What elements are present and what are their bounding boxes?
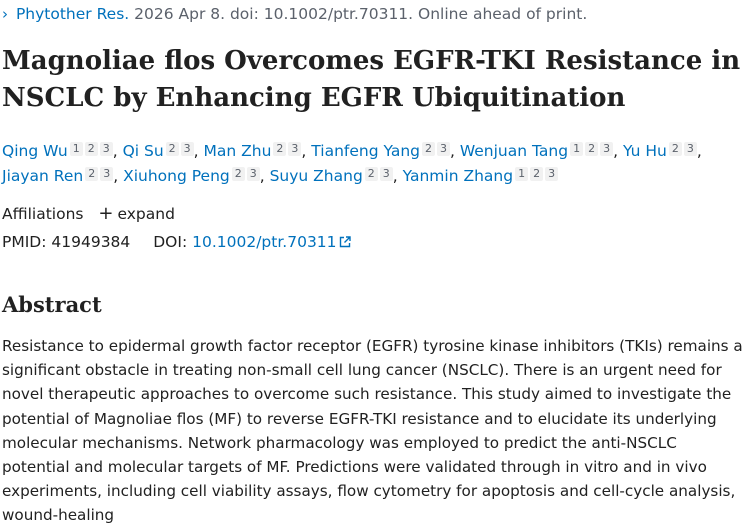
author-separator: , [112, 142, 123, 160]
doi-link[interactable]: 10.1002/ptr.70311 [192, 232, 351, 254]
affiliation-badge[interactable]: 2 [273, 142, 287, 156]
affiliation-badge[interactable]: 2 [585, 142, 599, 156]
affiliations-label: Affiliations [2, 205, 84, 223]
affiliation-badge[interactable]: 3 [683, 142, 697, 156]
affiliation-badge[interactable]: 3 [100, 167, 114, 181]
author-name[interactable]: Suyu Zhang [269, 167, 363, 185]
article-title: Magnoliae flos Overcomes EGFR-TKI Resist… [2, 46, 741, 113]
author-separator: , [613, 142, 623, 160]
author-separator: , [259, 167, 270, 185]
author-item: Suyu Zhang 2 3 [270, 167, 393, 185]
author-item: Man Zhu 2 3 [204, 142, 302, 160]
author-item: Yu Hu 2 3 [623, 142, 697, 160]
affiliation-badge[interactable]: 3 [600, 142, 614, 156]
affiliation-badge[interactable]: 3 [288, 142, 302, 156]
author-separator: , [301, 142, 312, 160]
author-item: Xiuhong Peng 2 3 [123, 167, 260, 185]
affiliation-badge[interactable]: 3 [436, 142, 450, 156]
plus-icon: + [98, 203, 114, 224]
affiliations-row: Affiliations + expand [2, 203, 175, 225]
author-separator: , [696, 142, 702, 160]
author-name[interactable]: Yanmin Zhang [402, 167, 514, 185]
author-separator: , [193, 142, 204, 160]
author-name[interactable]: Qi Su [122, 142, 164, 160]
affiliation-badge[interactable]: 2 [364, 167, 378, 181]
affiliation-badge[interactable]: 1 [515, 167, 529, 181]
journal-link[interactable]: Phytother Res. [15, 5, 130, 23]
affiliation-badge[interactable]: 3 [379, 167, 393, 181]
affiliation-badge[interactable]: 1 [69, 142, 83, 156]
author-item: Qi Su 2 3 [123, 142, 194, 160]
author-name[interactable]: Tianfeng Yang [311, 142, 420, 160]
affiliation-badge[interactable]: 2 [421, 142, 435, 156]
author-separator: , [113, 167, 124, 185]
author-separator: , [392, 167, 403, 185]
author-name[interactable]: Wenjuan Tang [459, 142, 569, 160]
affiliation-badge[interactable]: 2 [84, 142, 98, 156]
identifiers-row: PMID: 41949384 DOI: 10.1002/ptr.70311 [2, 231, 351, 254]
expand-label: expand [117, 205, 175, 223]
affiliation-badge[interactable]: 2 [85, 167, 99, 181]
author-item: Tianfeng Yang 2 3 [311, 142, 450, 160]
affiliation-badge[interactable]: 3 [99, 142, 113, 156]
author-separator: , [449, 142, 460, 160]
author-name[interactable]: Yu Hu [622, 142, 667, 160]
author-name[interactable]: Jiayan Ren [2, 167, 84, 185]
author-item: Qing Wu 1 2 3 [2, 142, 113, 160]
expand-affiliations-button[interactable]: + expand [98, 203, 175, 224]
affiliation-badge[interactable]: 3 [180, 142, 194, 156]
affiliation-badge[interactable]: 2 [668, 142, 682, 156]
affiliation-badge[interactable]: 2 [231, 167, 245, 181]
affiliation-badge[interactable]: 2 [165, 142, 179, 156]
author-name[interactable]: Xiuhong Peng [123, 167, 230, 185]
affiliation-badge[interactable]: 1 [570, 142, 584, 156]
external-link-icon [339, 232, 351, 254]
author-name[interactable]: Man Zhu [203, 142, 272, 160]
pmid-value: 41949384 [51, 233, 131, 251]
author-name[interactable]: Qing Wu [2, 142, 68, 160]
author-item: Yanmin Zhang 1 2 3 [402, 167, 559, 185]
affiliation-badge[interactable]: 3 [246, 167, 260, 181]
affiliation-badge[interactable]: 3 [545, 167, 559, 181]
author-item: Jiayan Ren 2 3 [2, 167, 114, 185]
citation-details: 2026 Apr 8. doi: 10.1002/ptr.70311. Onli… [134, 5, 588, 23]
abstract-text: Resistance to epidermal growth factor re… [2, 337, 743, 525]
pmid-label: PMID: [2, 233, 47, 251]
abstract-heading: Abstract [2, 292, 102, 317]
doi-value: 10.1002/ptr.70311 [192, 233, 337, 251]
doi-label: DOI: [153, 233, 188, 251]
chevron-right-icon: › [2, 5, 8, 23]
author-list: Qing Wu 1 2 3, Qi Su 2 3, Man Zhu 2 3, Tianfeng… [2, 139, 742, 189]
affiliation-badge[interactable]: 2 [530, 167, 544, 181]
citation-line: › Phytother Res. 2026 Apr 8. doi: 10.100… [2, 3, 587, 25]
author-item: Wenjuan Tang 1 2 3 [459, 142, 614, 160]
